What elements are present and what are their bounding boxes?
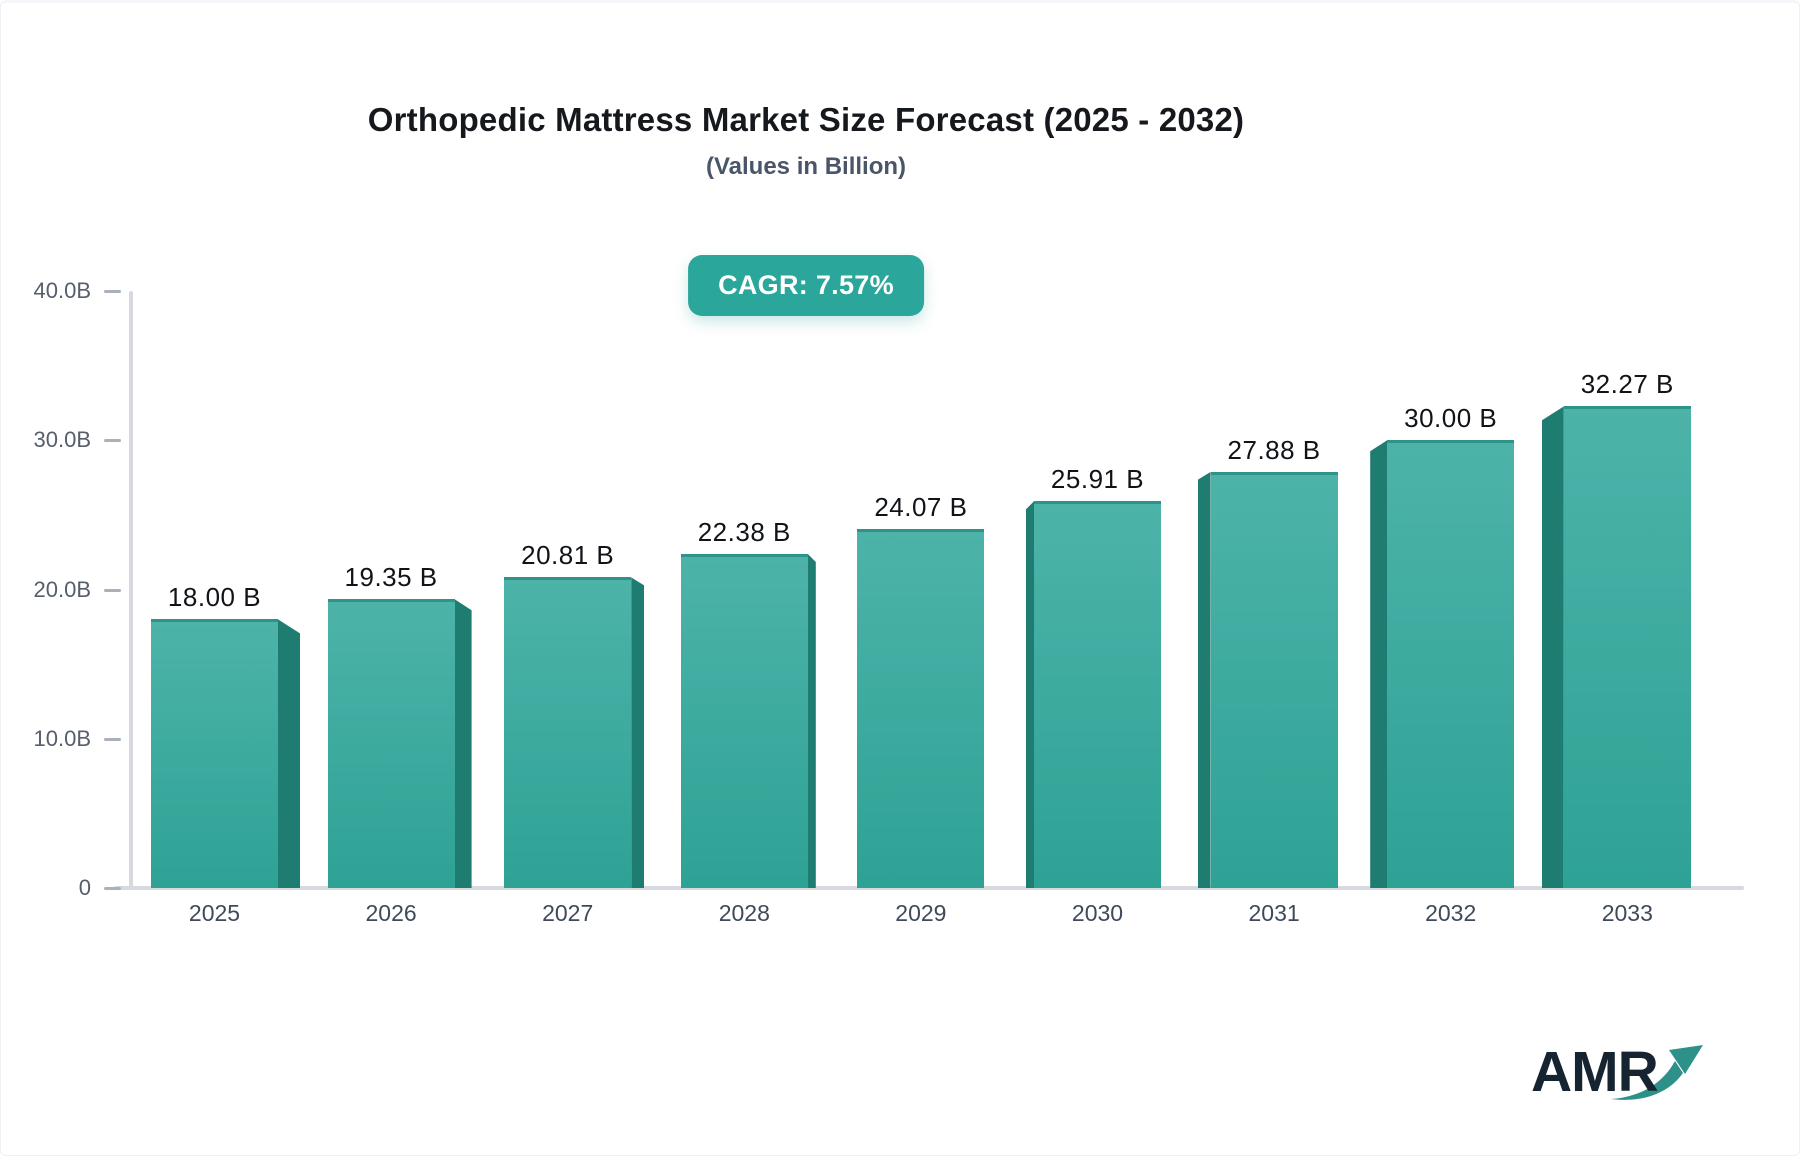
bar-value-label: 20.81 B — [521, 540, 615, 571]
cagr-badge: CAGR: 7.57% — [688, 255, 924, 316]
bar-chart: 40.0B 30.0B 20.0B 10.0B 0 18.00 B 2025 19.35 B… — [1, 3, 1799, 1155]
bar-2033[interactable] — [1563, 406, 1691, 888]
x-category-label: 2031 — [1248, 900, 1300, 926]
x-category-label: 2028 — [718, 900, 770, 926]
amr-logo-text: AMR — [1531, 1040, 1659, 1104]
y-tick-label: 40.0B — [33, 278, 92, 303]
bar-2027[interactable] — [504, 577, 632, 888]
bar-2028[interactable] — [680, 553, 808, 888]
y-tick-label: 10.0B — [33, 725, 92, 751]
bar-value-label: 27.88 B — [1227, 434, 1321, 465]
x-category-label: 2027 — [542, 900, 594, 926]
bar-value-label: 19.35 B — [344, 562, 438, 593]
x-category-label: 2032 — [1425, 900, 1477, 926]
x-category-label: 2029 — [895, 900, 947, 926]
bar-value-label: 25.91 B — [1050, 464, 1145, 495]
y-tick-label: 0 — [78, 875, 91, 900]
bar-side-panel — [1026, 501, 1034, 888]
amr-logo: AMR — [1531, 1039, 1711, 1109]
y-tick-dash — [104, 439, 121, 443]
bar-side-panel — [631, 577, 645, 888]
bar-side-panel — [454, 599, 472, 888]
y-tick-dash — [104, 887, 121, 890]
x-category-label: 2033 — [1601, 900, 1653, 926]
bar-side-panel — [807, 553, 816, 888]
growth-arrow-icon — [1611, 1045, 1703, 1100]
y-tick-label: 30.0B — [33, 427, 92, 453]
bar-2032[interactable] — [1387, 440, 1515, 888]
bar-value-label: 18.00 B — [167, 582, 262, 613]
x-category-label: 2026 — [365, 900, 417, 926]
bar-value-label: 22.38 B — [697, 516, 791, 547]
bar-2029[interactable] — [857, 528, 985, 888]
y-tick-dash — [104, 290, 121, 293]
bar-side-panel — [278, 619, 300, 888]
bar-side-panel — [1197, 471, 1211, 888]
bar-side-panel — [1370, 440, 1388, 888]
y-tick-dash — [104, 737, 121, 741]
y-tick-label: 20.0B — [33, 576, 92, 602]
bar-2026[interactable] — [327, 599, 455, 888]
bar-value-label: 30.00 B — [1404, 403, 1498, 434]
x-category-label: 2030 — [1071, 900, 1124, 926]
y-axis-line — [129, 291, 133, 888]
bar-2031[interactable] — [1210, 471, 1338, 888]
bar-value-label: 32.27 B — [1580, 369, 1674, 400]
x-axis-line — [114, 886, 1744, 890]
bar-side-panel — [1541, 406, 1564, 888]
bar-2030[interactable] — [1034, 501, 1161, 888]
y-tick-dash — [104, 588, 121, 592]
x-category-label: 2025 — [188, 900, 241, 926]
bar-2025[interactable] — [151, 619, 278, 888]
bar-value-label: 24.07 B — [874, 491, 968, 522]
page-subtitle: (Values in Billion) — [705, 153, 907, 180]
page-title: Orthopedic Mattress Market Size Forecast… — [367, 101, 1245, 138]
